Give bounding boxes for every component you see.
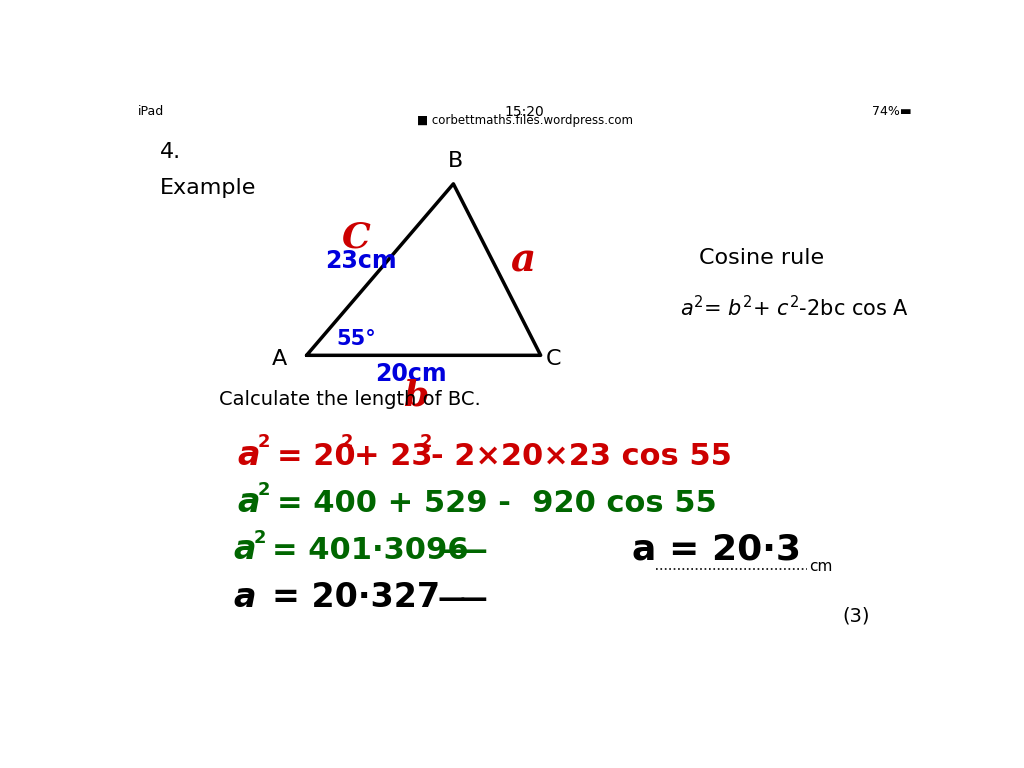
Text: a: a xyxy=(233,581,256,614)
Text: ■ corbettmaths.files.wordpress.com: ■ corbettmaths.files.wordpress.com xyxy=(417,114,633,127)
Text: cm: cm xyxy=(809,559,833,574)
Text: = 20·327: = 20·327 xyxy=(272,581,440,614)
Text: iPad: iPad xyxy=(137,105,164,118)
Text: a: a xyxy=(238,486,260,519)
Text: 4.: 4. xyxy=(160,142,181,162)
Text: a: a xyxy=(511,242,536,280)
Text: 2: 2 xyxy=(341,433,353,451)
Text: 2: 2 xyxy=(419,433,432,451)
Text: 20cm: 20cm xyxy=(376,362,447,386)
Text: —: — xyxy=(460,538,487,565)
Text: a = 20·3: a = 20·3 xyxy=(632,532,801,566)
Text: = 401·3096: = 401·3096 xyxy=(272,536,469,565)
Text: 55°: 55° xyxy=(337,329,377,349)
Text: b: b xyxy=(403,379,429,412)
Text: C: C xyxy=(546,349,562,369)
Text: = 20: = 20 xyxy=(278,442,355,471)
Text: B: B xyxy=(449,151,464,171)
Text: Cosine rule: Cosine rule xyxy=(699,248,824,268)
Text: —: — xyxy=(437,584,465,613)
Text: Calculate the length of BC.: Calculate the length of BC. xyxy=(219,390,481,409)
Text: = 400 + 529 -  920 cos 55: = 400 + 529 - 920 cos 55 xyxy=(278,489,717,518)
Text: 15:20: 15:20 xyxy=(505,105,545,119)
Text: Example: Example xyxy=(160,178,256,198)
Text: - 2×20×23 cos 55: - 2×20×23 cos 55 xyxy=(431,442,732,471)
Text: 2: 2 xyxy=(257,433,270,451)
Text: 23cm: 23cm xyxy=(325,249,396,273)
Text: C: C xyxy=(342,220,371,254)
Text: a: a xyxy=(238,439,260,472)
Text: A: A xyxy=(271,349,287,369)
Text: 74%▬: 74%▬ xyxy=(872,105,912,118)
Text: 2: 2 xyxy=(257,482,270,499)
Text: —: — xyxy=(460,584,487,613)
Text: —: — xyxy=(437,538,465,565)
Text: a: a xyxy=(233,533,256,566)
Text: $a^2$= $b^2$+ $c^2$-2bc cos A: $a^2$= $b^2$+ $c^2$-2bc cos A xyxy=(680,296,908,320)
Text: 2: 2 xyxy=(253,529,266,547)
Text: + 23: + 23 xyxy=(354,442,433,471)
Text: (3): (3) xyxy=(843,606,870,625)
